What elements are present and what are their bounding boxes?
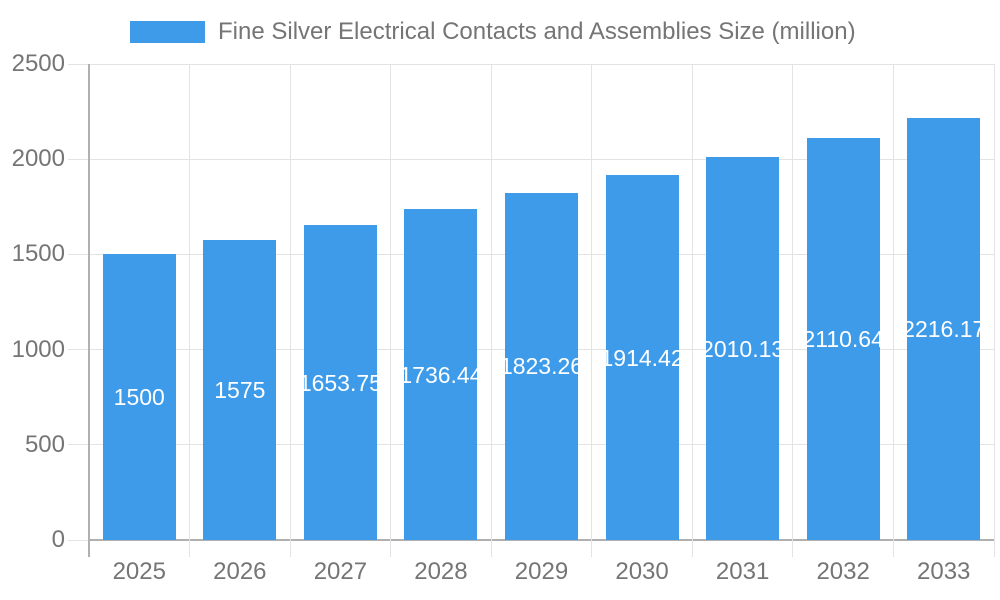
y-tick-mark <box>68 253 89 255</box>
legend-label: Fine Silver Electrical Contacts and Asse… <box>218 18 856 45</box>
y-tick-mark <box>68 444 89 446</box>
x-tick-label: 2030 <box>615 558 669 585</box>
bar-2031[interactable]: 2010.13 <box>706 157 780 540</box>
x-tick-label: 2026 <box>213 558 267 585</box>
bar-2028[interactable]: 1736.44 <box>404 209 478 540</box>
bar-2030[interactable]: 1914.42 <box>605 175 679 540</box>
bar-value-label: 1736.44 <box>404 361 478 388</box>
gridline-vertical <box>691 64 693 557</box>
x-tick-label: 2033 <box>917 558 971 585</box>
gridline-vertical <box>993 64 995 557</box>
chart-legend[interactable]: Fine Silver Electrical Contacts and Asse… <box>0 0 1000 50</box>
gridline-vertical <box>490 64 492 557</box>
x-tick-label: 2031 <box>715 558 770 585</box>
y-tick-label: 1000 <box>11 335 65 363</box>
bar-value-label: 1500 <box>113 384 165 411</box>
x-tick-label: 2032 <box>816 558 870 585</box>
gridline-horizontal <box>89 158 994 160</box>
gridline-vertical <box>892 64 894 557</box>
bar-2025[interactable]: 1500 <box>102 254 176 540</box>
bar-value-label: 2216.17 <box>907 316 981 342</box>
gridline-vertical <box>189 64 191 557</box>
bar-2026[interactable]: 1575 <box>203 240 277 540</box>
bar-value-label: 2110.64 <box>806 326 880 353</box>
x-tick-label: 2027 <box>313 558 368 585</box>
bar-2027[interactable]: 1653.75 <box>303 225 377 540</box>
gridline-vertical <box>792 64 794 557</box>
y-tick-label: 2000 <box>11 145 65 173</box>
bar-2033[interactable]: 2216.17 <box>907 118 981 540</box>
y-tick-label: 500 <box>24 430 65 458</box>
gridline-vertical <box>289 64 291 557</box>
x-axis-line <box>89 539 994 541</box>
bar-value-label: 1575 <box>214 377 266 404</box>
y-tick-label: 2500 <box>11 50 65 77</box>
legend-swatch <box>130 21 205 43</box>
x-tick-label: 2028 <box>414 558 468 585</box>
y-tick-label: 0 <box>51 526 65 553</box>
y-tick-mark <box>68 158 89 160</box>
y-axis-line <box>88 64 90 557</box>
x-tick-label: 2029 <box>514 558 569 585</box>
bar-value-label: 2010.13 <box>706 335 780 362</box>
bar-2029[interactable]: 1823.26 <box>505 192 578 540</box>
x-tick-label: 2025 <box>112 558 166 585</box>
gridline-horizontal <box>89 63 994 65</box>
y-tick-label: 1500 <box>11 240 65 268</box>
bar-value-label: 1914.42 <box>605 344 679 371</box>
bar-2032[interactable]: 2110.64 <box>806 138 880 540</box>
bar-value-label: 1653.75 <box>303 369 377 396</box>
gridline-vertical <box>390 64 392 557</box>
bar-value-label: 1823.26 <box>505 353 578 380</box>
y-tick-mark <box>68 63 89 65</box>
y-tick-mark <box>68 539 89 541</box>
y-tick-mark <box>68 349 89 351</box>
gridline-vertical <box>591 64 593 557</box>
